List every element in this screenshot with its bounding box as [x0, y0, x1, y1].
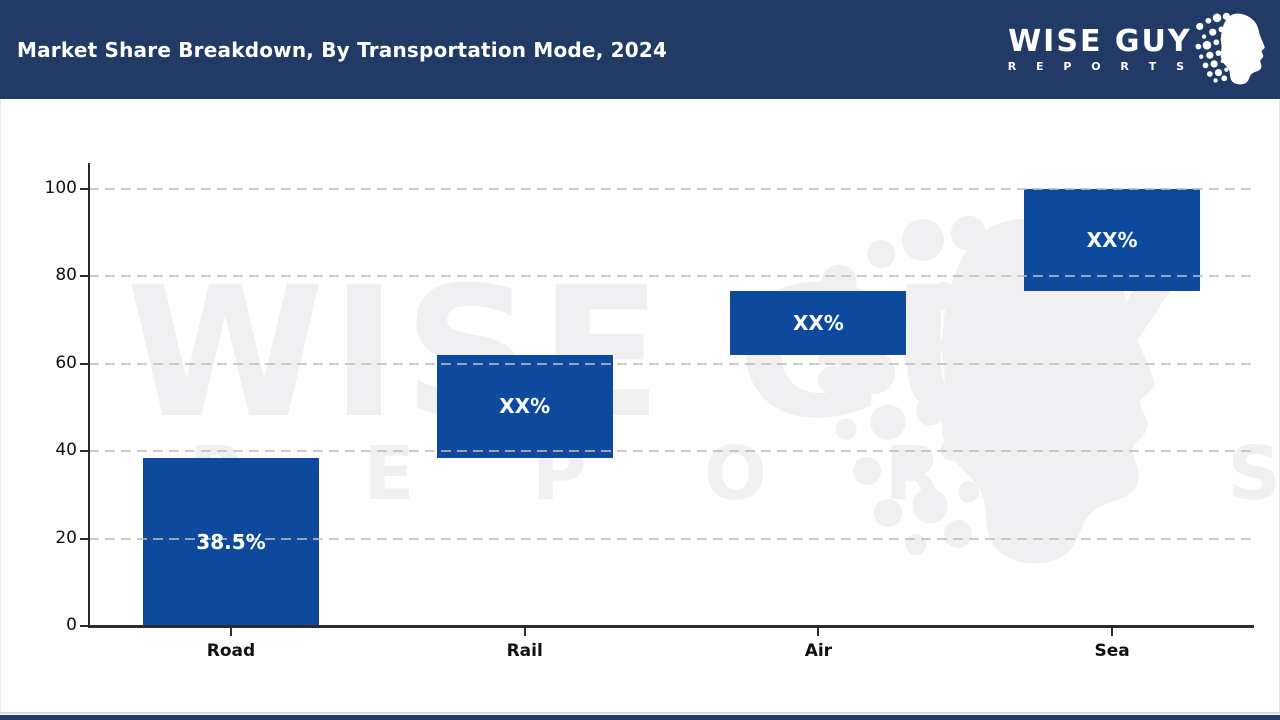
gridline-60 — [89, 362, 1254, 365]
chart-title: Market Share Breakdown, By Transportatio… — [17, 37, 668, 62]
y-tick-60 — [80, 362, 88, 365]
logo-subtext: R E P O R T S — [1007, 59, 1192, 73]
bar-rail — [436, 354, 613, 458]
y-tick-0 — [80, 625, 88, 627]
footer-bar — [0, 715, 1280, 720]
y-tick-label-60: 60 — [55, 352, 77, 373]
bar-value-label-rail: XX% — [499, 394, 551, 419]
x-tick-rail — [523, 628, 526, 636]
wiseguy-logo: WISE GUY R E P O R T S — [1008, 12, 1266, 87]
bottom-divider — [0, 712, 1280, 714]
y-tick-80 — [80, 275, 88, 277]
x-tick-label-rail: Rail — [506, 641, 543, 661]
y-tick-label-100: 100 — [44, 177, 77, 198]
logo-wordmark: WISE GUY R E P O R T S — [1008, 26, 1192, 73]
x-axis-line — [89, 625, 1254, 628]
y-tick-label-0: 0 — [66, 615, 77, 635]
bar-value-label-sea: XX% — [1086, 227, 1138, 252]
gridline-20 — [89, 537, 1254, 540]
logo-name: WISE GUY — [1008, 24, 1192, 60]
bar-road — [143, 457, 319, 626]
header-bar: Market Share Breakdown, By Transportatio… — [0, 0, 1280, 99]
y-tick-100 — [80, 187, 88, 190]
x-tick-sea — [1111, 628, 1114, 636]
gridline-100 — [89, 187, 1254, 190]
y-tick-40 — [80, 450, 88, 452]
y-tick-label-80: 80 — [55, 265, 77, 285]
y-tick-label-20: 20 — [55, 527, 77, 548]
x-tick-label-sea: Sea — [1094, 641, 1130, 661]
x-tick-road — [230, 628, 232, 636]
bar-air — [730, 291, 907, 355]
bar-value-label-air: XX% — [792, 311, 844, 336]
x-tick-label-road: Road — [206, 641, 256, 661]
y-axis-line — [88, 163, 90, 628]
y-tick-label-40: 40 — [55, 440, 77, 460]
gridline-80 — [89, 275, 1254, 277]
x-tick-label-air: Air — [804, 641, 833, 661]
bar-value-label-road: 38.5% — [196, 529, 266, 554]
x-tick-air — [817, 628, 820, 636]
y-tick-20 — [80, 537, 88, 540]
bar-sea — [1024, 188, 1201, 292]
gridline-40 — [89, 450, 1254, 452]
chart-canvas: WISE GUY R E P O R T S 38.5% XX% XX% XX% 0 20… — [0, 99, 1280, 715]
